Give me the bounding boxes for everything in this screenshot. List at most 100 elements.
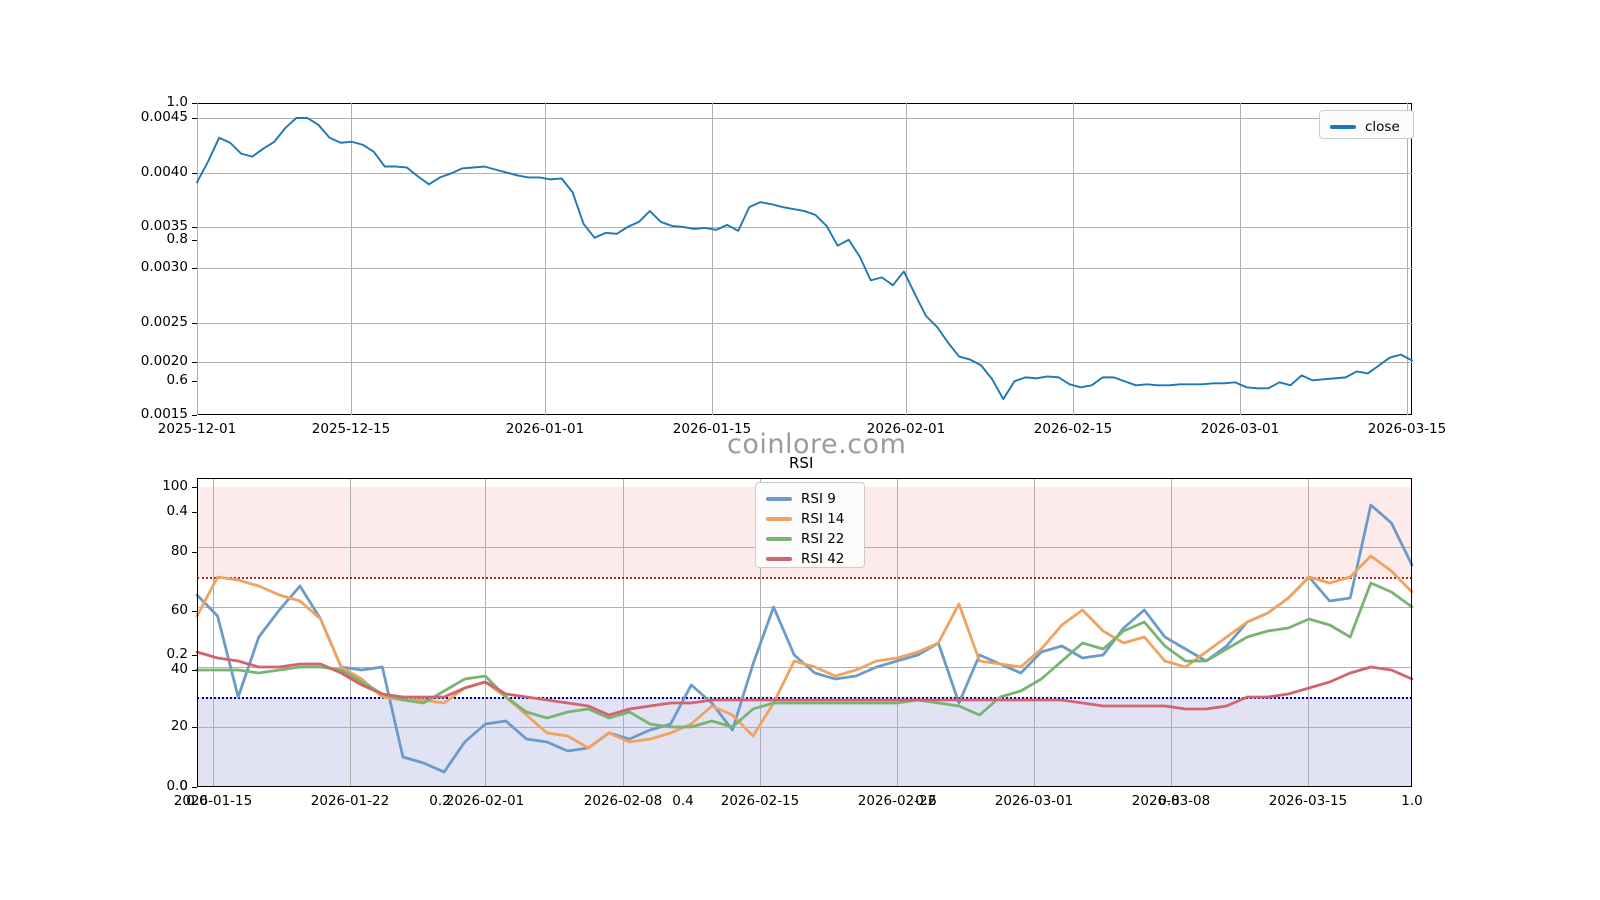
- rsi-legend-label: RSI 42: [801, 551, 845, 567]
- rsi-x-tick-label: 2026-02-22: [857, 793, 937, 809]
- price-y-tickmark: [192, 118, 197, 119]
- rsi-y-tick-label: 40: [170, 661, 188, 677]
- rsi-y-norm-label: 0.0: [166, 778, 188, 794]
- rsi-title: RSI: [789, 454, 814, 472]
- price-legend-label: close: [1365, 119, 1400, 135]
- rsi-x-tick-label: 2026-03-01: [994, 793, 1074, 809]
- rsi-y-tick-label: 60: [170, 602, 188, 618]
- rsi-line-swatch: [766, 497, 792, 501]
- price-x-tick-label: 2026-01-15: [672, 421, 752, 437]
- price-y-tick-label: 0.0040: [140, 164, 188, 180]
- price-chart-panel: [196, 103, 1413, 415]
- price-gridline-v: [1240, 103, 1241, 415]
- rsi-x-norm-label: 0.0: [186, 793, 208, 809]
- rsi-lines-svg: [195, 503, 1414, 774]
- price-legend-item: close: [1330, 117, 1403, 137]
- rsi-x-norm-label: 0.8: [1158, 793, 1180, 809]
- rsi-legend: RSI 9 RSI 14 RSI 22 RSI 42: [755, 482, 865, 568]
- price-y-tick-label: 0.0035: [140, 218, 188, 234]
- rsi-gridline-h: [197, 727, 1412, 728]
- rsi-x-norm-label: 1.0: [1401, 793, 1423, 809]
- rsi-gridline-v: [350, 478, 351, 787]
- rsi-legend-item: RSI 14: [766, 509, 854, 529]
- rsi-x-norm-label: 0.6: [915, 793, 937, 809]
- rsi-gridline-v: [213, 478, 214, 787]
- rsi-x-tick-label: 2026-03-08: [1131, 793, 1211, 809]
- rsi-x-norm-label: 0.4: [672, 793, 694, 809]
- price-line-svg: [196, 117, 1413, 401]
- price-gridline-v: [1073, 103, 1074, 415]
- rsi-overbought-line: [197, 577, 1412, 579]
- price-y-norm-label: 1.0: [166, 94, 188, 110]
- rsi-gridline-v: [485, 478, 486, 787]
- rsi-y-norm-tickmark: [192, 787, 197, 788]
- price-legend: close: [1319, 110, 1414, 139]
- price-gridline-v: [1407, 103, 1408, 415]
- rsi-y-norm-tickmark: [192, 512, 197, 513]
- price-gridline-h: [197, 362, 1412, 363]
- rsi-x-tick-label: 2026-01-22: [310, 793, 390, 809]
- price-y-tickmark: [192, 268, 197, 269]
- price-gridline-v: [545, 103, 546, 415]
- rsi-gridline-v: [623, 478, 624, 787]
- rsi-line-swatch: [766, 517, 792, 521]
- price-y-norm-label: 0.6: [166, 372, 188, 388]
- rsi-y-tickmark: [192, 611, 197, 612]
- price-y-tick-label: 0.0020: [140, 353, 188, 369]
- price-y-tick-label: 0.0045: [140, 109, 188, 125]
- rsi-legend-item: RSI 42: [766, 549, 854, 569]
- price-x-tick-label: 2025-12-01: [157, 421, 237, 437]
- close-price-line: [196, 117, 1413, 401]
- price-x-tick-label: 2026-02-15: [1033, 421, 1113, 437]
- rsi-y-norm-label: 0.2: [166, 646, 188, 662]
- rsi-y-tickmark: [192, 670, 197, 671]
- rsi-gridline-v: [1171, 478, 1172, 787]
- price-gridline-h: [197, 268, 1412, 269]
- rsi-chart-panel: [195, 478, 1414, 787]
- rsi-line-swatch: [766, 557, 792, 561]
- price-gridline-h: [197, 227, 1412, 228]
- rsi-legend-label: RSI 14: [801, 511, 845, 527]
- price-x-tick-label: 2025-12-15: [311, 421, 391, 437]
- price-y-tick-label: 0.0015: [140, 406, 188, 422]
- rsi-y-norm-label: 0.4: [166, 503, 188, 519]
- price-gridline-v: [197, 103, 198, 415]
- rsi-y-tick-label: 0: [179, 778, 188, 794]
- price-gridline-v: [712, 103, 713, 415]
- rsi-y-norm-tickmark: [192, 655, 197, 656]
- rsi-gridline-h: [197, 607, 1412, 608]
- price-y-tickmark: [192, 173, 197, 174]
- rsi-line-rsi-14: [195, 554, 1414, 750]
- rsi-line-rsi-22: [195, 581, 1414, 729]
- price-y-tick-label: 0.0030: [140, 259, 188, 275]
- price-gridline-h: [197, 118, 1412, 119]
- rsi-y-tickmark: [192, 552, 197, 553]
- rsi-y-tick-label: 80: [170, 543, 188, 559]
- close-line-swatch: [1330, 125, 1356, 129]
- price-y-norm-tickmark: [192, 381, 197, 382]
- rsi-legend-label: RSI 22: [801, 531, 845, 547]
- rsi-y-tickmark: [192, 487, 197, 488]
- price-gridline-h: [197, 323, 1412, 324]
- price-y-norm-tickmark: [192, 103, 197, 104]
- rsi-x-tick-label: 2026-03-15: [1268, 793, 1348, 809]
- price-y-norm-tickmark: [192, 240, 197, 241]
- rsi-legend-item: RSI 22: [766, 529, 854, 549]
- rsi-x-tick-label: 2026-01-15: [173, 793, 253, 809]
- rsi-gridline-v: [1308, 478, 1309, 787]
- rsi-y-tick-label: 100: [162, 478, 188, 494]
- price-gridline-v: [351, 103, 352, 415]
- rsi-line-swatch: [766, 537, 792, 541]
- price-y-norm-label: 0.8: [166, 231, 188, 247]
- price-y-tickmark: [192, 362, 197, 363]
- rsi-oversold-line: [197, 697, 1412, 699]
- price-gridline-h: [197, 173, 1412, 174]
- rsi-legend-item: RSI 9: [766, 489, 854, 509]
- rsi-x-tick-label: 2026-02-15: [720, 793, 800, 809]
- price-y-tickmark: [192, 323, 197, 324]
- rsi-y-tickmark: [192, 727, 197, 728]
- rsi-x-norm-label: 0.2: [429, 793, 451, 809]
- price-x-tick-label: 2026-03-15: [1367, 421, 1447, 437]
- price-y-tickmark: [192, 415, 197, 416]
